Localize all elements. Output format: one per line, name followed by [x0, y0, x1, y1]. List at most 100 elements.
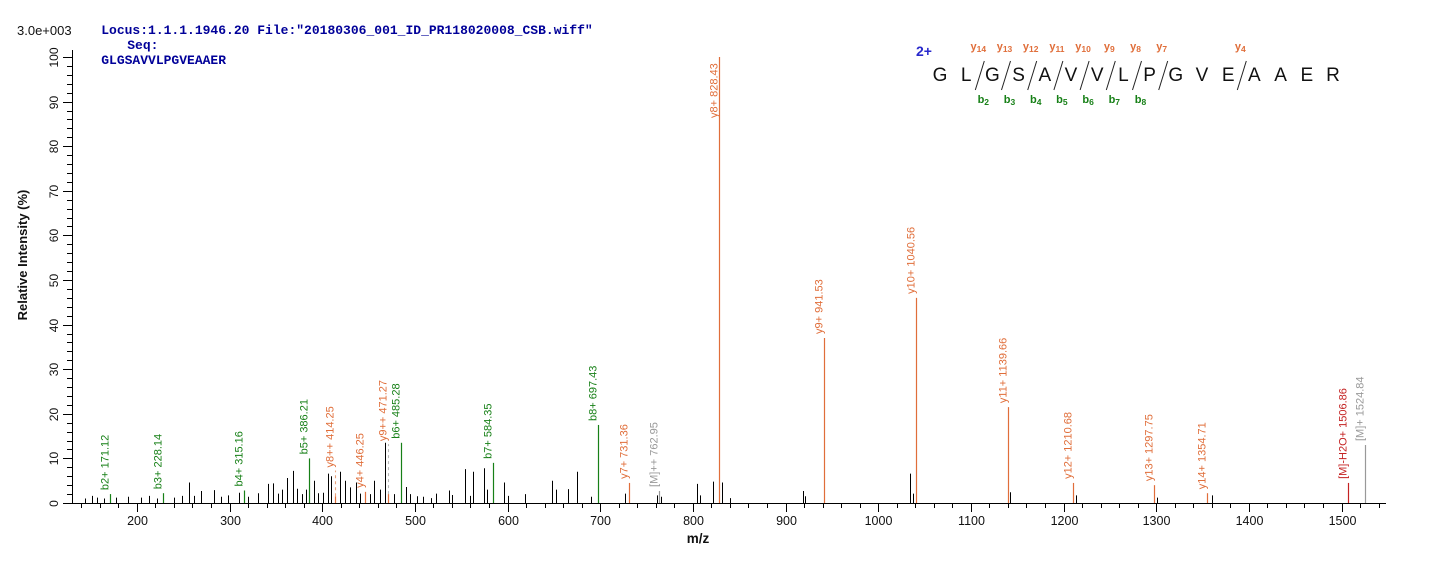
- y-tick-label: 30: [47, 363, 61, 377]
- y-tick-label: 100: [47, 47, 61, 67]
- peak-label: y14+ 1354.71: [1197, 422, 1209, 489]
- b-ion-mark-label: b8: [1135, 94, 1147, 107]
- x-tick-label: 1300: [1143, 514, 1171, 528]
- residue-letter: V: [1196, 65, 1209, 86]
- residue-letter: R: [1326, 65, 1340, 86]
- background-peaks: [85, 442, 1213, 503]
- cleavage-mark: [1236, 60, 1247, 91]
- peak-label: b2+ 171.12: [100, 435, 112, 490]
- cleavage-mark: [1132, 60, 1142, 91]
- b-ion-mark-label: b4: [1030, 94, 1042, 107]
- peak-label: y9+ 941.53: [814, 279, 826, 334]
- cleavage-mark: [1001, 60, 1011, 91]
- labeled-peaks: [109, 57, 1367, 503]
- peak-label: y8+ 828.43: [709, 63, 721, 118]
- residue-letter: G: [933, 65, 948, 86]
- peak-label: y7+ 731.36: [619, 424, 631, 479]
- x-tick-label: 1400: [1236, 514, 1264, 528]
- x-tick-label: 400: [312, 514, 333, 528]
- x-tick-label: 1500: [1329, 514, 1357, 528]
- cleavage-mark: [974, 60, 985, 91]
- y-ion-mark-label: y10: [1075, 41, 1091, 54]
- y-axis-title: Relative Intensity (%): [15, 190, 30, 321]
- precursor-charge-label: 2+: [916, 43, 932, 59]
- residue-letter: V: [1065, 65, 1078, 86]
- y-tick-label: 10: [47, 452, 61, 466]
- x-tick-label: 300: [220, 514, 241, 528]
- y-ion-mark-label: y12: [1023, 41, 1039, 54]
- b-ion-mark-label: b5: [1056, 94, 1068, 107]
- y-ion-mark-label: y14: [971, 41, 987, 54]
- y-tick-label: 80: [47, 140, 61, 154]
- b-ion-mark-label: b3: [1004, 94, 1016, 107]
- y-tick-label: 20: [47, 408, 61, 422]
- axes: [63, 50, 1386, 512]
- y-tick-label: 70: [47, 185, 61, 199]
- peak-label: b5+ 386.21: [299, 399, 311, 454]
- x-tick-label: 500: [405, 514, 426, 528]
- y-ion-mark-label: y11: [1049, 41, 1064, 54]
- seq-label: Seq:: [127, 38, 159, 53]
- peak-label: y10+ 1040.56: [906, 227, 918, 294]
- cleavage-mark: [1079, 60, 1090, 91]
- seq-value: GLGSAVVLPGVEAAER: [101, 53, 227, 68]
- y-tick-label: 0: [47, 500, 61, 507]
- residue-letter: V: [1091, 65, 1104, 86]
- x-tick-label: 600: [498, 514, 519, 528]
- y-ion-mark-label: y13: [997, 41, 1013, 54]
- header-line: Locus:1.1.1.1946.20 File:"20180306_001_I…: [70, 8, 593, 83]
- y-ion-mark-label: y8: [1130, 41, 1141, 54]
- x-axis-title: m/z: [687, 531, 710, 546]
- y-ion-mark-label: y7: [1156, 41, 1167, 54]
- peak-label: y11+ 1139.66: [998, 338, 1010, 403]
- peak-label: [M]++ 762.95: [649, 422, 661, 487]
- peak-label: [M]-H2O+ 1506.86: [1338, 388, 1350, 479]
- peak-label: y12+ 1210.68: [1063, 412, 1075, 479]
- cleavage-mark: [1027, 60, 1038, 91]
- residue-letter: E: [1222, 65, 1235, 86]
- peak-label: b7+ 584.35: [483, 403, 495, 458]
- cleavage-mark: [1158, 60, 1169, 91]
- x-tick-label: 200: [127, 514, 148, 528]
- residue-letter: A: [1248, 65, 1261, 86]
- cleavage-mark: [1105, 60, 1116, 91]
- y-tick-label: 40: [47, 319, 61, 333]
- residue-letter: G: [985, 65, 1000, 86]
- y-tick-label: 50: [47, 274, 61, 288]
- peak-label: b6+ 485.28: [391, 383, 403, 438]
- y-ion-mark-label: y9: [1104, 41, 1115, 54]
- x-tick-label: 1100: [958, 514, 985, 528]
- residue-letter: G: [1168, 65, 1183, 86]
- y-ion-mark-label: y4: [1235, 41, 1246, 54]
- locus-file-text: Locus:1.1.1.1946.20 File:"20180306_001_I…: [101, 23, 593, 38]
- peak-label: b4+ 315.16: [234, 431, 246, 486]
- peak-label: y4+ 446.25: [355, 433, 367, 488]
- cleavage-mark: [1053, 60, 1064, 91]
- residue-letter: A: [1038, 65, 1051, 86]
- intensity-scale-max: 3.0e+003: [17, 23, 72, 38]
- x-tick-label: 800: [683, 514, 704, 528]
- residue-letter: S: [1012, 65, 1025, 86]
- x-tick-label: 1000: [865, 514, 893, 528]
- x-tick-label: 900: [776, 514, 797, 528]
- b-ion-mark-label: b6: [1082, 94, 1094, 107]
- peak-label: y9++ 471.27: [378, 380, 390, 441]
- peak-label: y8++ 414.25: [325, 406, 337, 467]
- x-tick-label: 1200: [1051, 514, 1079, 528]
- y-tick-label: 60: [47, 229, 61, 243]
- peak-label: b3+ 228.14: [153, 434, 165, 489]
- residue-letter: L: [1118, 65, 1129, 86]
- y-tick-label: 90: [47, 96, 61, 110]
- residue-letter: L: [961, 65, 972, 86]
- peak-label: y13+ 1297.75: [1144, 414, 1156, 481]
- peak-label: b8+ 697.43: [588, 366, 600, 421]
- residue-letter: E: [1300, 65, 1313, 86]
- b-ion-mark-label: b7: [1109, 94, 1121, 107]
- b-ion-mark-label: b2: [978, 94, 990, 107]
- residue-letter: P: [1143, 65, 1156, 86]
- residue-letter: A: [1274, 65, 1287, 86]
- x-tick-label: 700: [590, 514, 611, 528]
